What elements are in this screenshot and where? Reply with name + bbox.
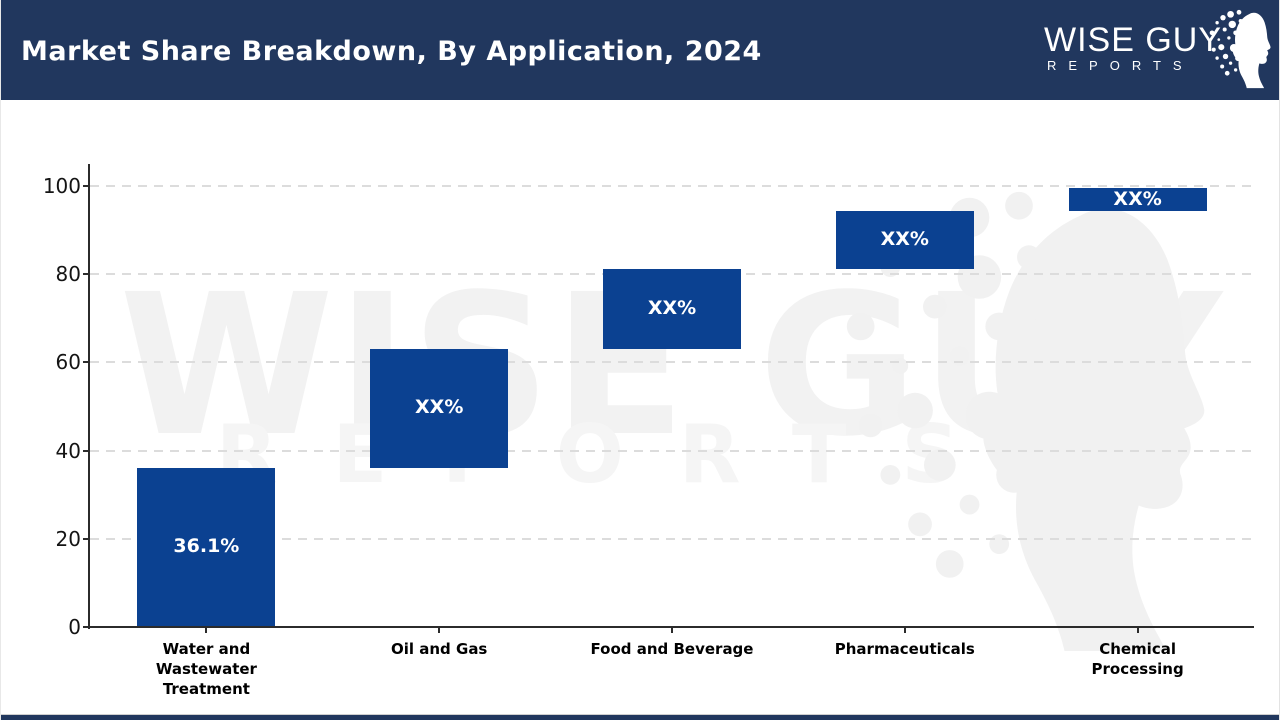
bar-value-label: XX% bbox=[647, 297, 697, 320]
gridline-60 bbox=[90, 361, 1254, 364]
gridline-100 bbox=[90, 185, 1254, 187]
footer-band bbox=[1, 715, 1279, 720]
y-tick-mark bbox=[83, 626, 90, 628]
bar-value-label: XX% bbox=[1113, 187, 1162, 210]
y-tick-label: 0 bbox=[68, 615, 81, 639]
x-tick-mark bbox=[438, 628, 441, 633]
x-category-label: Water and Wastewater Treatment bbox=[155, 640, 257, 698]
footer-divider bbox=[1, 714, 1279, 715]
x-category-label: Oil and Gas bbox=[390, 640, 488, 658]
y-tick-mark bbox=[83, 449, 90, 452]
bar-segment bbox=[1068, 188, 1207, 212]
bar-value-label: XX% bbox=[880, 228, 929, 251]
gridline-20 bbox=[90, 537, 1254, 540]
y-tick-mark bbox=[83, 273, 90, 276]
x-tick-mark bbox=[205, 628, 208, 633]
bar-segment bbox=[835, 211, 974, 269]
bar-segment bbox=[603, 268, 741, 350]
x-tick-mark bbox=[903, 628, 906, 633]
x-tick-mark bbox=[1136, 628, 1139, 633]
bar-segment bbox=[137, 467, 276, 627]
gridline-40 bbox=[90, 449, 1254, 452]
watermark-tagline: REPORTS bbox=[216, 408, 1015, 501]
y-tick-mark bbox=[83, 537, 90, 540]
y-tick-mark bbox=[83, 185, 90, 187]
x-category-label: Pharmaceuticals bbox=[834, 640, 975, 658]
y-tick-label: 40 bbox=[55, 438, 81, 463]
x-category-label: Food and Beverage bbox=[590, 640, 754, 658]
y-axis-line bbox=[88, 163, 90, 629]
x-axis-line bbox=[88, 626, 1254, 628]
logo-head-icon bbox=[1209, 9, 1271, 89]
y-tick-label: 20 bbox=[55, 526, 81, 551]
y-tick-label: 60 bbox=[55, 350, 81, 375]
logo-wordmark: WISE GUY bbox=[1044, 21, 1223, 59]
x-tick-mark bbox=[671, 628, 673, 633]
x-category-label: Chemical Processing bbox=[1091, 640, 1184, 678]
header-band: Market Share Breakdown, By Application, … bbox=[1, 0, 1279, 100]
y-tick-mark bbox=[83, 361, 90, 364]
logo-tagline: REPORTS bbox=[1047, 58, 1194, 73]
bar-value-label: XX% bbox=[415, 396, 464, 419]
y-tick-label: 100 bbox=[42, 174, 81, 198]
bar-segment bbox=[370, 349, 509, 468]
y-tick-label: 80 bbox=[55, 262, 81, 287]
bar-value-label: 36.1% bbox=[173, 535, 240, 558]
page-title: Market Share Breakdown, By Application, … bbox=[21, 36, 762, 67]
